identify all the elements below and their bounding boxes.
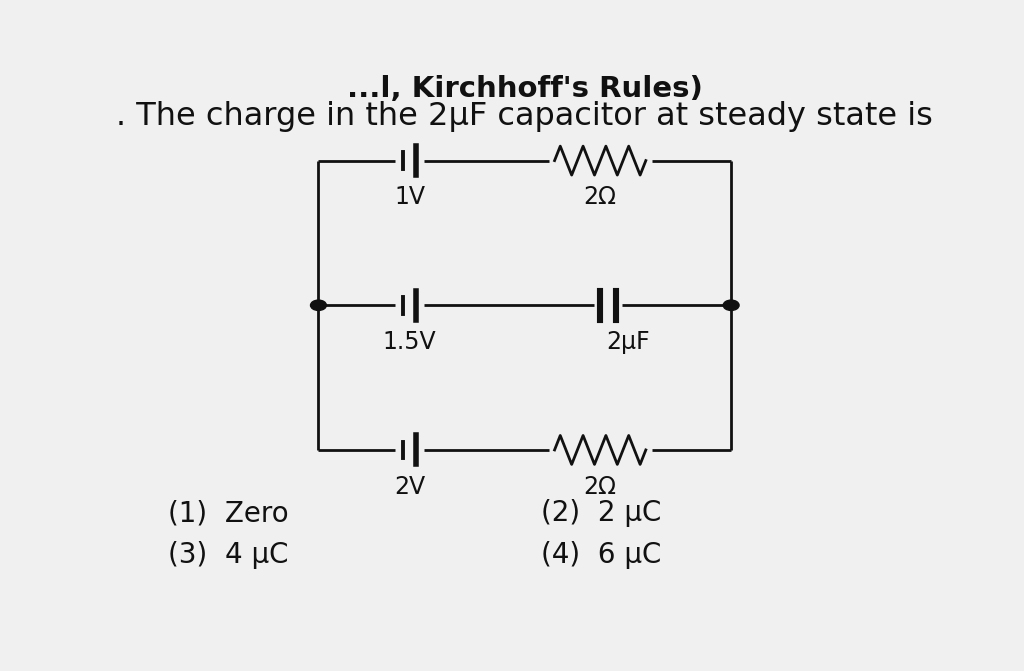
Text: (3)  4 μC: (3) 4 μC [168,541,288,569]
Text: 1.5V: 1.5V [383,330,436,354]
Text: (2)  2 μC: (2) 2 μC [541,499,662,527]
Text: 2V: 2V [394,475,425,499]
Text: (1)  Zero: (1) Zero [168,499,289,527]
Text: ...l, Kirchhoff's Rules): ...l, Kirchhoff's Rules) [347,75,702,103]
Text: . The charge in the 2μF capacitor at steady state is: . The charge in the 2μF capacitor at ste… [117,101,933,132]
Text: 2Ω: 2Ω [584,185,616,209]
Text: (4)  6 μC: (4) 6 μC [541,541,662,569]
Text: 1V: 1V [394,185,425,209]
Text: 2Ω: 2Ω [584,475,616,499]
Circle shape [723,300,739,311]
Text: 2μF: 2μF [606,330,650,354]
Circle shape [310,300,327,311]
